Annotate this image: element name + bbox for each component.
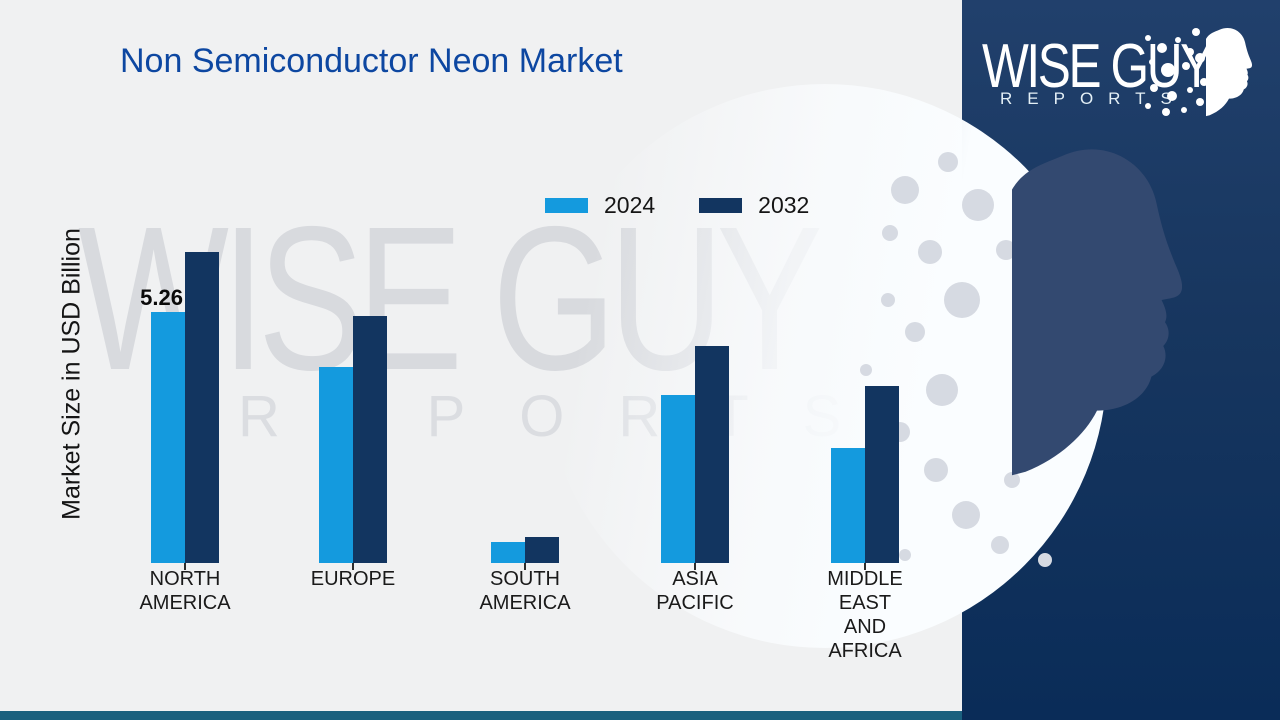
bar-2032-north-america [185, 252, 219, 563]
legend-swatch-2032 [699, 198, 743, 213]
x-axis-label-europe: EUROPE [310, 568, 396, 590]
face-profile-icon [1206, 28, 1252, 117]
bar-2032-south-america [525, 537, 559, 563]
face-profile-watermark-icon [1012, 149, 1182, 476]
x-axis-label-asia-pacific: ASIA PACIFIC [656, 568, 734, 614]
bar-2032-europe [353, 316, 387, 563]
logo-wiseguy-text: WISE GUY [982, 32, 1213, 101]
bar-2024-europe [319, 367, 353, 563]
bar-2032-middle-east-and-africa [865, 386, 899, 563]
logo-reports-text: REPORTS [1000, 89, 1187, 108]
bar-2032-asia-pacific [695, 346, 729, 563]
bar-2024-north-america [151, 312, 185, 563]
x-axis-tick [352, 563, 354, 570]
legend-label-2024: 2024 [604, 192, 656, 218]
legend-item-2024: 2024 [545, 192, 655, 219]
bar-2024-middle-east-and-africa [831, 448, 865, 563]
legend-swatch-2024 [545, 198, 588, 213]
x-axis-tick [864, 563, 866, 570]
chart-legend: 2024 2032 [545, 192, 809, 219]
chart-title: Non Semiconductor Neon Market [120, 42, 623, 80]
legend-label-2032: 2032 [758, 192, 810, 218]
bar-2024-south-america [491, 542, 525, 563]
x-axis-tick [184, 563, 186, 570]
bar-value-label: 5.26 [140, 285, 183, 310]
x-axis-tick [524, 563, 526, 570]
x-axis-tick [694, 563, 696, 570]
x-axis-label-south-america: SOUTH AMERICA [479, 568, 571, 614]
footer-accent-bar [0, 711, 1280, 720]
x-axis-label-north-america: NORTH AMERICA [139, 568, 231, 614]
x-axis-label-middle-east-and-africa: MIDDLE EAST AND AFRICA [827, 568, 903, 662]
legend-item-2032: 2032 [699, 192, 809, 219]
bar-2024-asia-pacific [661, 395, 695, 563]
